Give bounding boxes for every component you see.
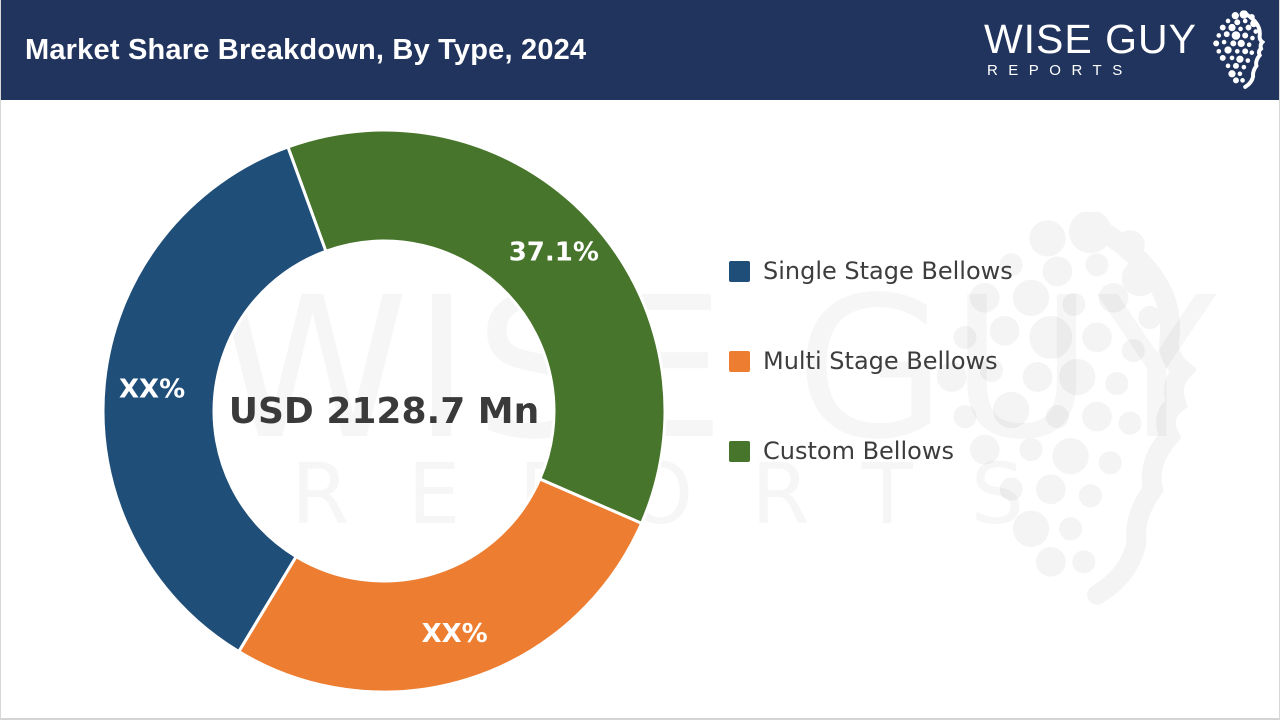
donut-center-value: USD 2128.7 Mn	[229, 391, 539, 432]
donut-chart: 37.1% XX% XX% USD 2128.7 Mn	[101, 128, 667, 694]
legend-label: Single Stage Bellows	[763, 257, 1013, 285]
slice-percentage-label: XX%	[119, 374, 185, 404]
slice-percentage-label: 37.1%	[509, 237, 599, 267]
legend-label: Custom Bellows	[763, 437, 954, 465]
legend-label: Multi Stage Bellows	[763, 347, 998, 375]
page-title: Market Share Breakdown, By Type, 2024	[25, 33, 587, 66]
legend-item-multi-stage-bellows: Multi Stage Bellows	[729, 347, 1013, 375]
brand-name: WISE GUY	[983, 16, 1197, 62]
donut-segment-single-stage-bellows	[101, 145, 328, 654]
chart-legend: Single Stage Bellows Multi Stage Bellows…	[729, 257, 1013, 527]
donut-segment-custom-bellows	[286, 128, 667, 525]
donut-segment-multi-stage-bellows	[237, 477, 644, 694]
brand-logo: WISE GUY REPORTS	[984, 8, 1265, 90]
legend-swatch-orange	[729, 350, 750, 372]
chart-area: WISE GUY REPORTS 37.1% XX% XX% USD 2128.7 …	[1, 100, 1279, 718]
slice-percentage-label: XX%	[422, 619, 488, 649]
brand-logo-text: WISE GUY REPORTS	[984, 17, 1197, 81]
legend-item-single-stage-bellows: Single Stage Bellows	[729, 257, 1013, 285]
header-bar: Market Share Breakdown, By Type, 2024 WI…	[1, 0, 1279, 100]
legend-item-custom-bellows: Custom Bellows	[729, 437, 1013, 465]
brand-subname: REPORTS	[986, 62, 1133, 79]
legend-swatch-green	[729, 440, 750, 462]
dot-face-logo-icon	[1199, 10, 1265, 90]
donut-slices: 37.1% XX% XX%	[101, 128, 667, 694]
legend-swatch-blue	[729, 260, 750, 282]
